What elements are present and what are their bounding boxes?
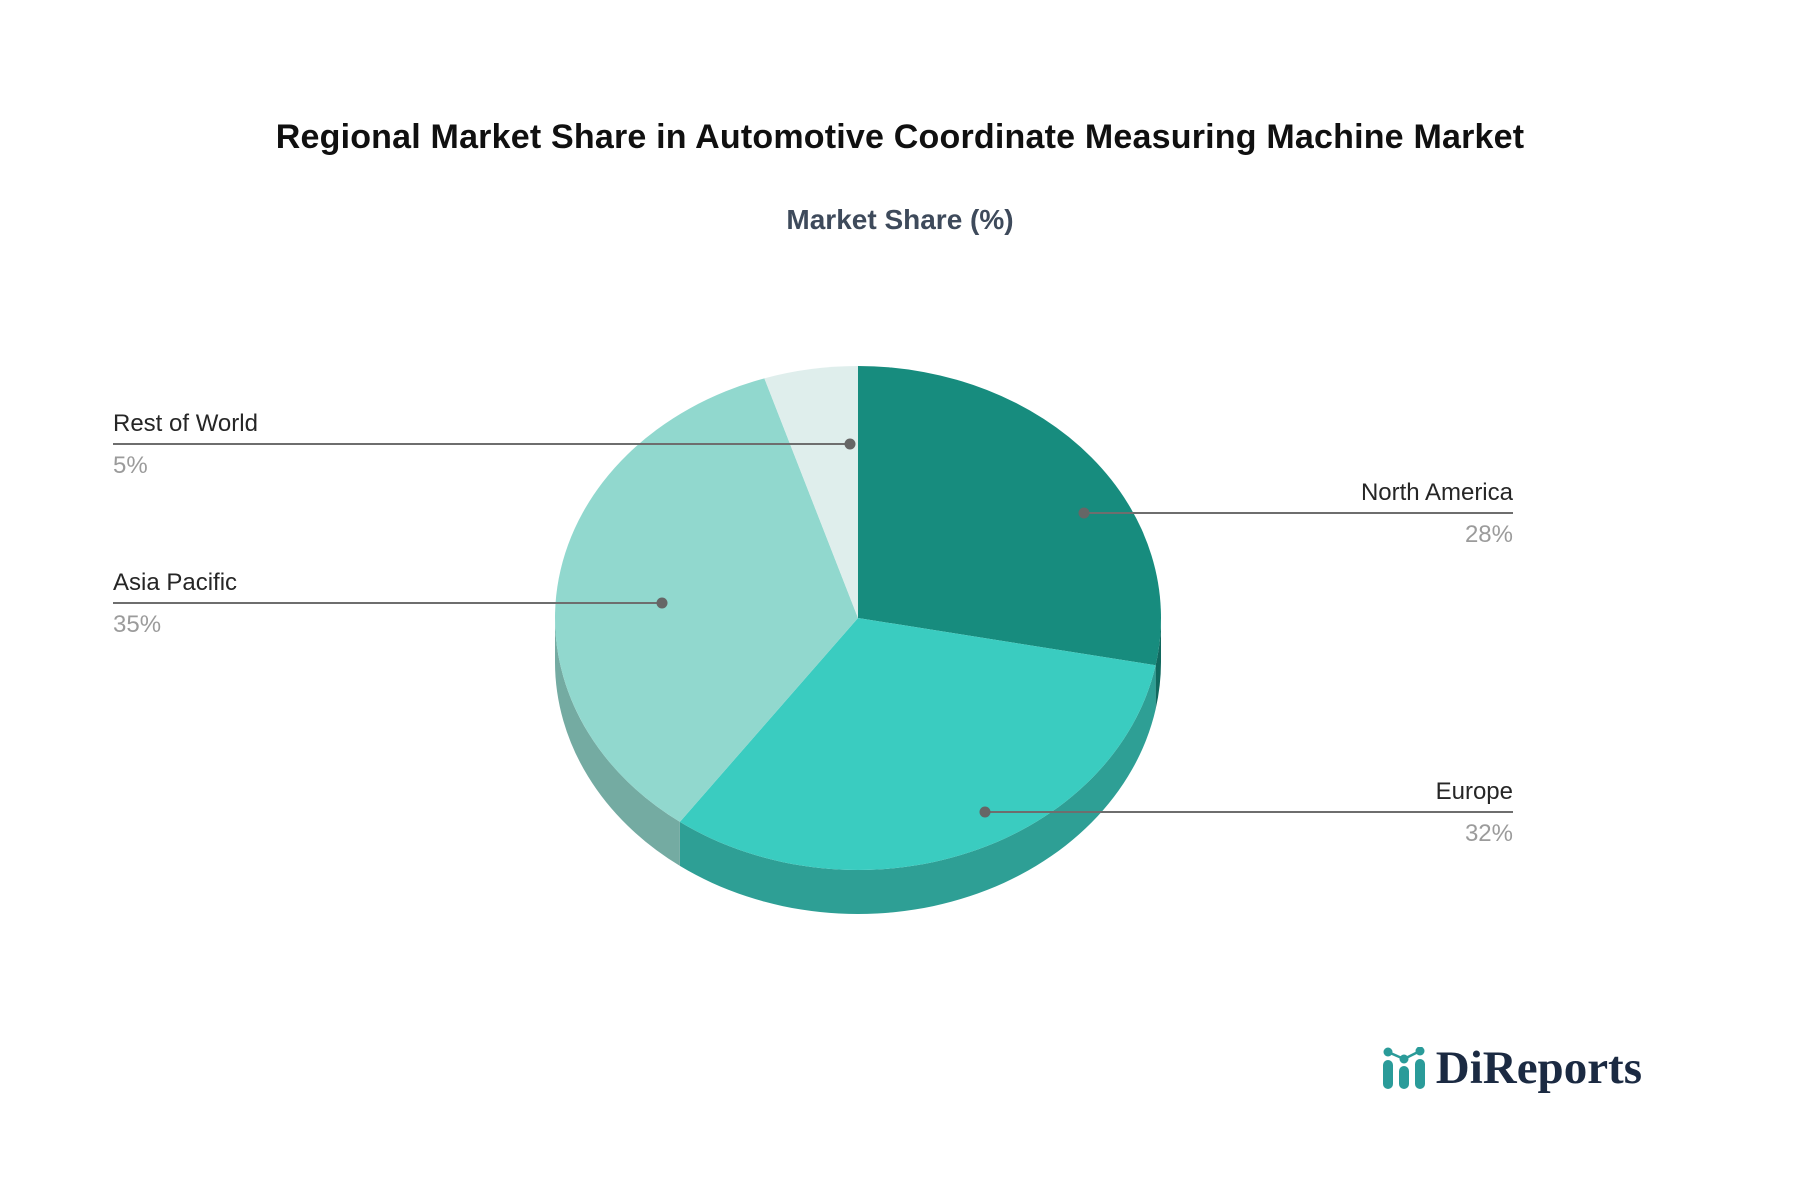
pie-slice-side-asia-pacific (555, 618, 680, 866)
bar-chart-with-trend-dots-icon (1382, 1047, 1425, 1089)
pie-slice-side-north-america (1155, 618, 1161, 710)
slice-label-europe: Europe (1435, 778, 1513, 805)
slice-value-europe: 32% (1464, 820, 1513, 847)
slice-label-rest-of-world: Rest of World (113, 410, 258, 437)
leader-dot-europe (979, 806, 991, 818)
slice-label-asia-pacific: Asia Pacific (113, 569, 238, 596)
pie-slice-rest-of-world[interactable] (764, 366, 858, 618)
pie-slice-asia-pacific[interactable] (554, 378, 858, 822)
logo-text: DiReports (1435, 1042, 1642, 1094)
chart-subtitle: Market Share (%) (786, 204, 1014, 235)
slice-value-rest-of-world: 5% (113, 452, 148, 479)
slice-value-north-america: 28% (1464, 521, 1513, 548)
leader-dot-north-america (1078, 507, 1090, 519)
direports-logo: DiReports (1382, 1036, 1642, 1100)
pie-slice-side-europe (679, 665, 1156, 914)
pie-slice-north-america[interactable] (858, 366, 1161, 666)
chart-title: Regional Market Share in Automotive Coor… (275, 118, 1525, 156)
slice-value-asia-pacific: 35% (113, 611, 162, 638)
leader-dot-rest-of-world (844, 438, 856, 450)
leader-dot-asia-pacific (656, 597, 668, 609)
pie-slice-europe[interactable] (679, 618, 1156, 870)
slice-label-north-america: North America (1360, 479, 1513, 506)
